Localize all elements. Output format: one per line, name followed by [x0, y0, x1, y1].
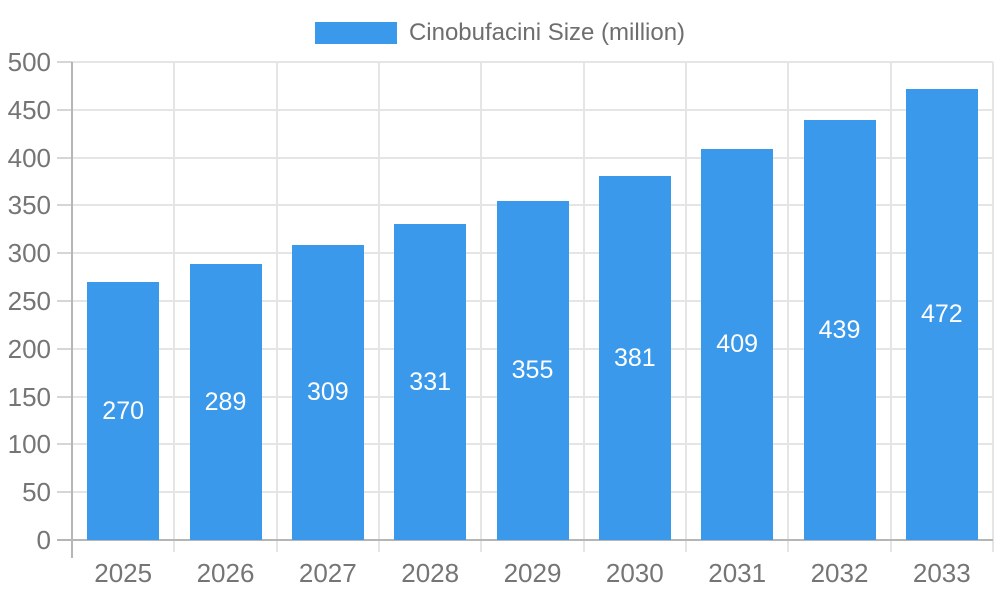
- gridline-horizontal: [72, 156, 993, 159]
- x-axis-tick-label: 2031: [708, 558, 767, 588]
- y-axis-tick-label: 300: [7, 238, 51, 269]
- y-axis-tick-label: 200: [7, 333, 51, 364]
- bar-value-label: 309: [306, 378, 349, 407]
- bar-2032[interactable]: [803, 120, 876, 540]
- legend-swatch: [314, 22, 397, 44]
- bar-value-label: 409: [716, 330, 759, 359]
- bar-2028[interactable]: [394, 223, 467, 540]
- y-axis-tick: [57, 61, 72, 63]
- gridline-horizontal: [72, 61, 993, 63]
- x-axis-tick-label: 2033: [912, 558, 971, 588]
- x-axis-tick-label: 2032: [810, 558, 869, 588]
- x-axis-tick-label: 2030: [605, 558, 664, 588]
- y-axis-tick-label: 400: [7, 142, 51, 173]
- gridline-vertical: [787, 62, 790, 552]
- y-axis-tick-label: 50: [22, 477, 51, 508]
- x-axis-line: [57, 539, 993, 541]
- legend-item[interactable]: Cinobufacini Size (million): [0, 19, 1000, 46]
- gridline-vertical: [480, 62, 483, 552]
- x-axis-tick-label: 2029: [503, 558, 562, 588]
- gridline-vertical: [378, 62, 380, 552]
- bar-2026[interactable]: [189, 263, 262, 540]
- y-axis-tick-label: 150: [7, 381, 51, 412]
- bar-2033[interactable]: [905, 88, 978, 540]
- bar-2030[interactable]: [598, 175, 671, 540]
- y-axis-tick: [57, 252, 72, 255]
- gridline-horizontal: [72, 108, 993, 111]
- y-axis-tick: [57, 491, 72, 494]
- gridline-vertical: [992, 62, 994, 552]
- y-axis-tick-label: 100: [7, 429, 51, 460]
- gridline-vertical: [582, 62, 585, 552]
- bar-value-label: 381: [613, 343, 656, 372]
- x-axis-tick-label: 2025: [94, 558, 153, 588]
- y-axis-tick: [57, 395, 72, 398]
- bar-2031[interactable]: [701, 148, 774, 540]
- gridline-vertical: [173, 62, 176, 552]
- y-axis-tick-label: 500: [7, 47, 51, 77]
- bar-2025[interactable]: [87, 281, 160, 540]
- y-axis-tick-label: 450: [7, 94, 51, 125]
- y-axis-tick: [57, 156, 72, 159]
- y-axis-tick: [57, 443, 72, 446]
- bar-value-label: 289: [204, 387, 247, 416]
- x-axis-tick-label: 2027: [298, 558, 357, 588]
- bar-value-label: 270: [102, 396, 145, 425]
- bar-value-label: 472: [920, 300, 963, 329]
- y-axis-line: [71, 62, 73, 558]
- y-axis-tick: [57, 204, 72, 207]
- y-axis-tick-label: 0: [36, 525, 51, 555]
- bar-2027[interactable]: [291, 244, 364, 540]
- y-axis-tick: [57, 300, 72, 302]
- y-axis-tick: [57, 108, 72, 111]
- gridline-vertical: [889, 62, 892, 552]
- bar-2029[interactable]: [496, 200, 569, 540]
- bar-value-label: 439: [818, 316, 861, 345]
- bar-value-label: 355: [511, 356, 554, 385]
- bar-value-label: 331: [409, 367, 452, 396]
- gridline-vertical: [685, 62, 687, 552]
- gridline-vertical: [275, 62, 278, 552]
- y-axis-tick-label: 250: [7, 286, 51, 316]
- y-axis-tick-label: 350: [7, 190, 51, 221]
- x-axis-tick-label: 2026: [196, 558, 255, 588]
- legend-label: Cinobufacini Size (million): [408, 19, 686, 46]
- y-axis-tick: [57, 347, 72, 350]
- x-axis-tick-label: 2028: [401, 558, 460, 588]
